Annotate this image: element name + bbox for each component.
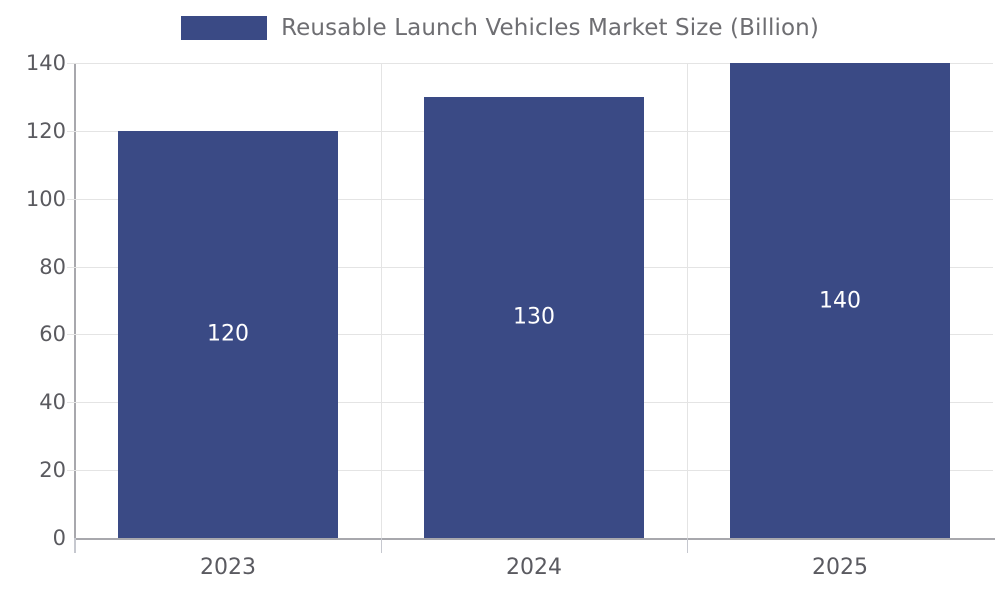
bar-2024[interactable]: 130 <box>423 96 645 538</box>
gridline-vertical <box>687 63 688 538</box>
bar-value-label: 130 <box>512 304 555 330</box>
x-axis-tick <box>381 538 382 553</box>
legend-item-label: Reusable Launch Vehicles Market Size (Bi… <box>281 15 819 41</box>
bar-value-label: 120 <box>206 321 249 347</box>
y-axis-tick-label: 40 <box>39 390 66 415</box>
legend-item-market-size[interactable]: Reusable Launch Vehicles Market Size (Bi… <box>181 15 819 41</box>
y-axis-origin-tick <box>74 538 76 553</box>
bar-2025[interactable]: 140 <box>729 63 951 538</box>
x-axis-tick-label: 2024 <box>506 555 562 580</box>
y-axis-tick-label: 80 <box>39 254 66 279</box>
y-axis-tick-label: 140 <box>25 51 66 75</box>
y-axis-tick-label: 0 <box>52 526 66 550</box>
y-axis-line <box>74 63 76 538</box>
y-axis-tick-label: 120 <box>25 118 66 143</box>
gridline-horizontal <box>67 63 993 64</box>
bar-value-label: 140 <box>818 288 861 313</box>
x-axis-line <box>74 538 995 540</box>
x-axis-tick-label: 2025 <box>812 555 868 580</box>
bar-2023[interactable]: 120 <box>117 130 339 538</box>
legend-swatch-icon <box>181 16 268 40</box>
y-axis-tick-label: 20 <box>39 458 66 483</box>
gridline-vertical <box>381 63 382 538</box>
chart-legend: Reusable Launch Vehicles Market Size (Bi… <box>0 0 1000 56</box>
y-axis-tick-label: 100 <box>25 186 66 211</box>
plot-area: 120 130 140 <box>67 63 995 553</box>
x-axis-tick <box>687 538 688 553</box>
y-axis-tick-label: 60 <box>39 322 66 347</box>
x-axis-tick-label: 2023 <box>200 555 256 580</box>
